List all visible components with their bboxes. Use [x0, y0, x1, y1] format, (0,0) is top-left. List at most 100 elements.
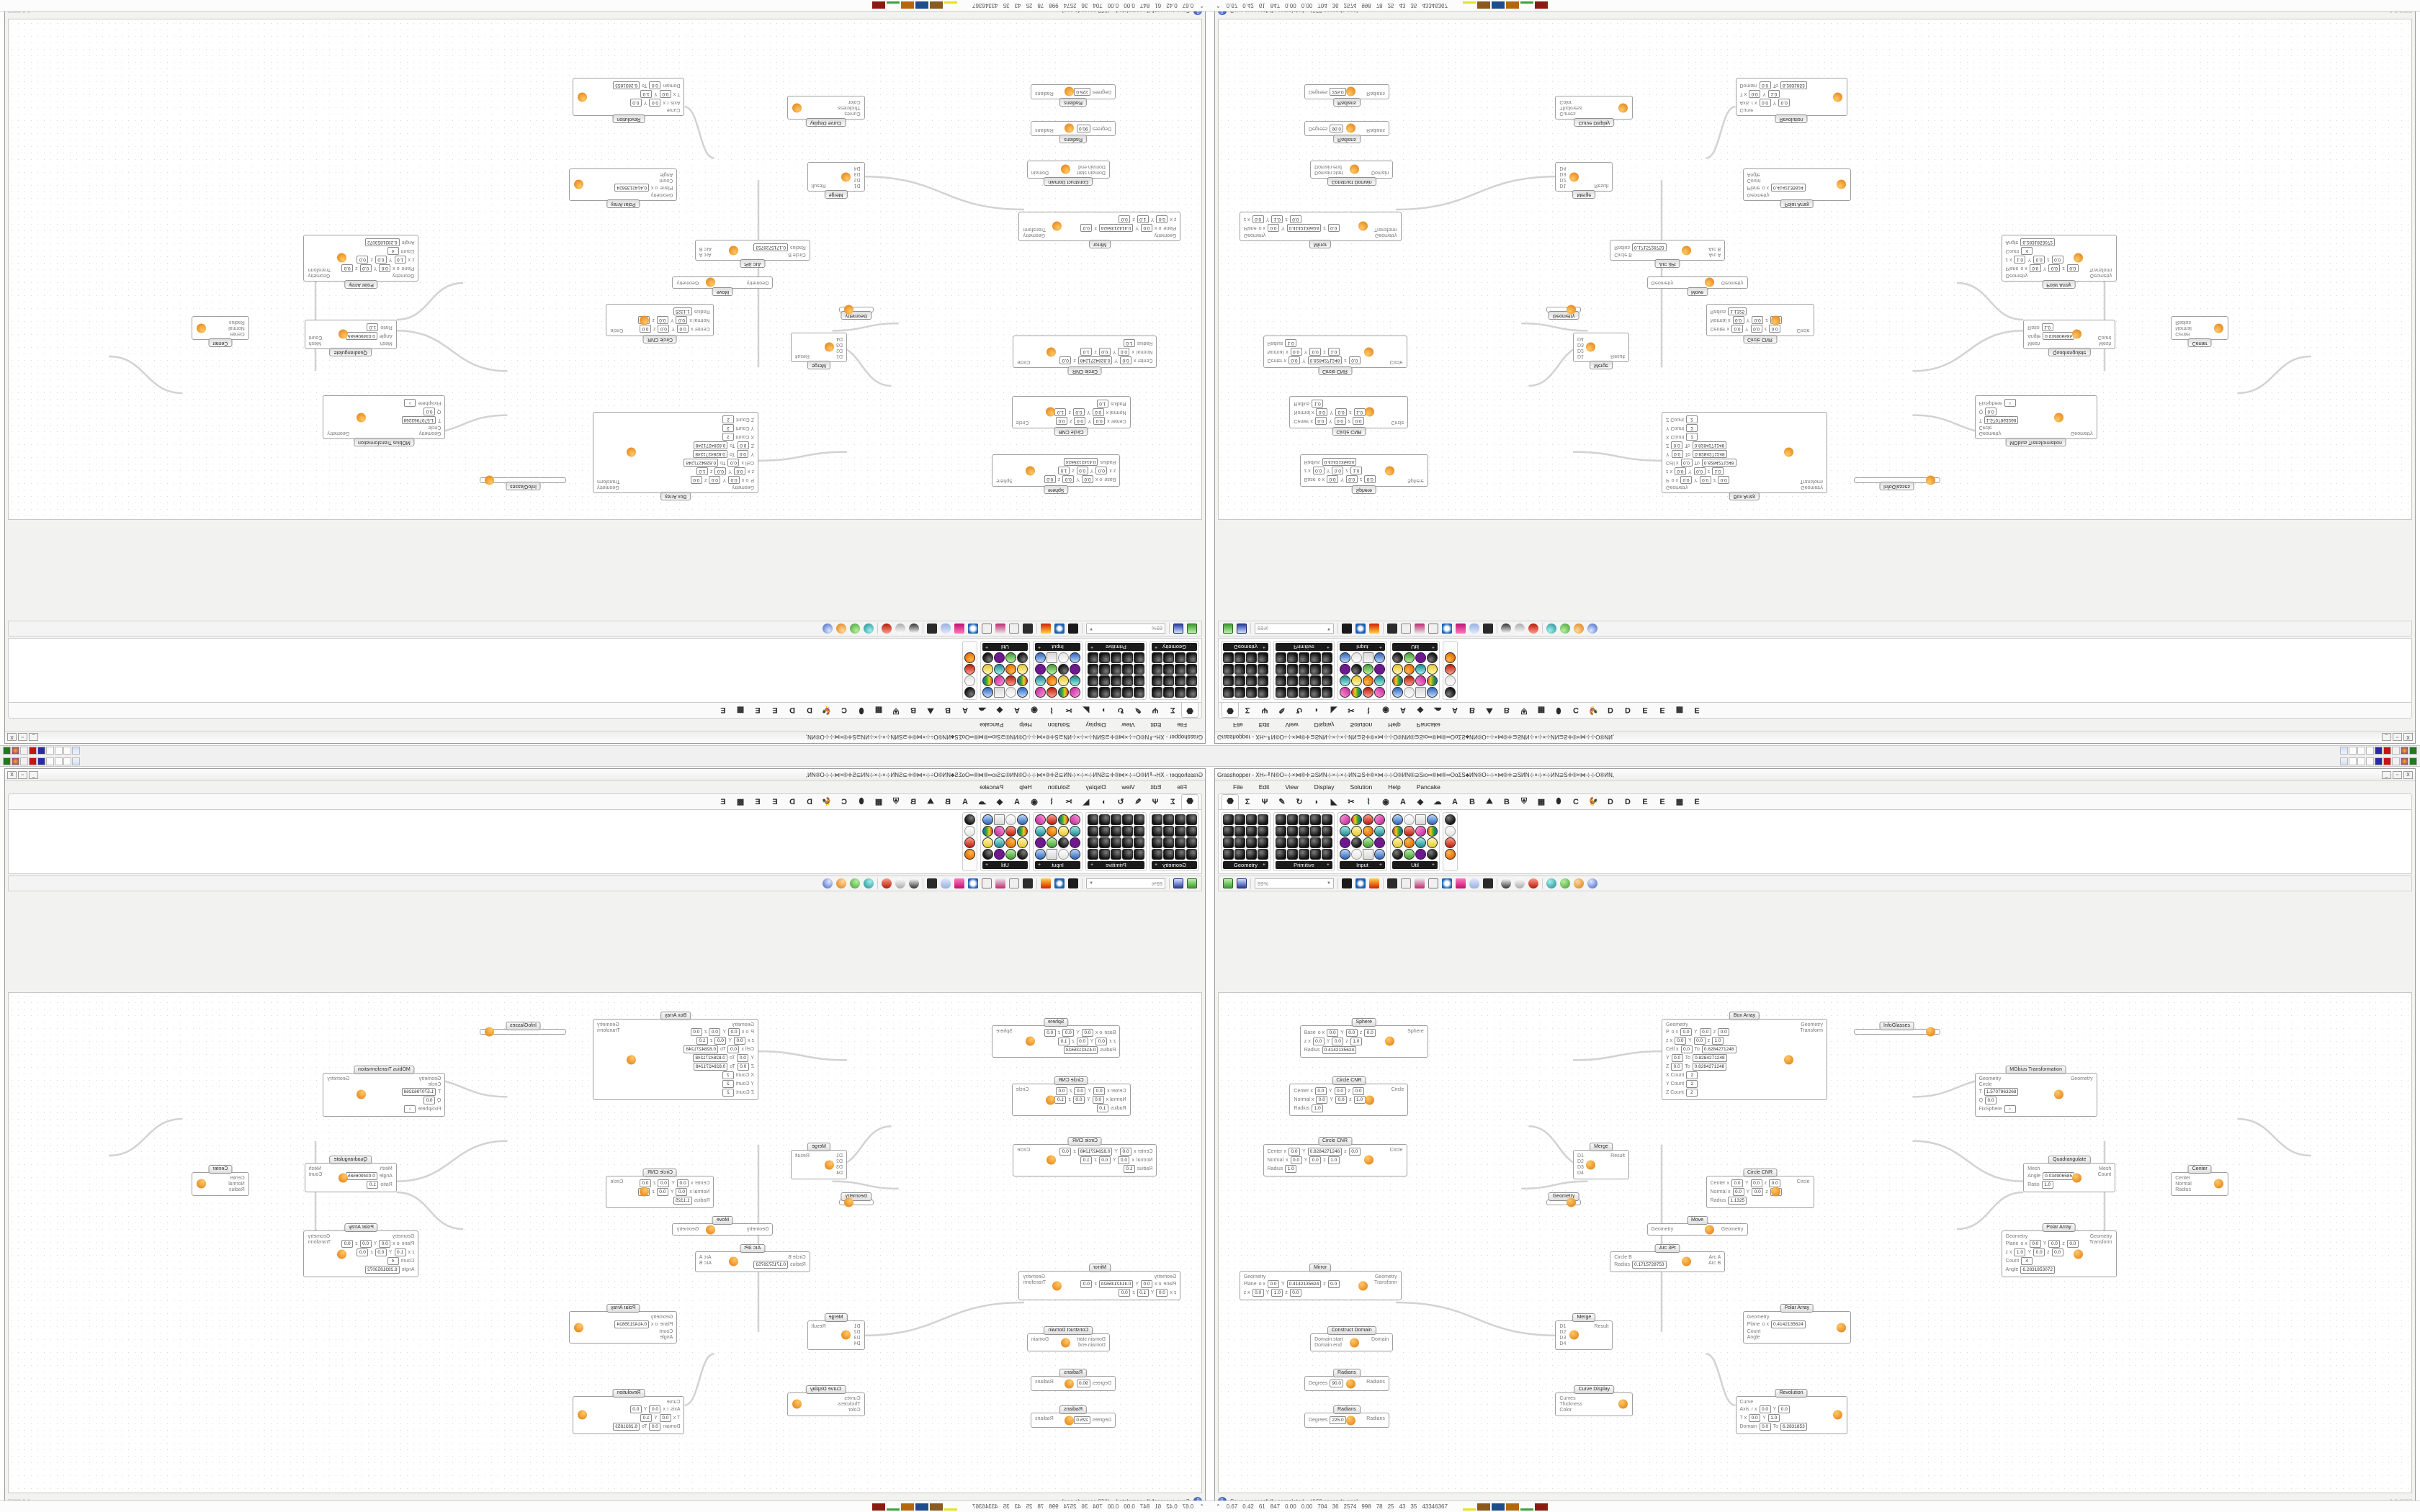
ribbon-tab-tab-cloud[interactable]: ☁ [1433, 798, 1442, 806]
ribbon-tab-tab-b1[interactable]: B [945, 797, 951, 806]
gh-node-param[interactable]: D1 [1559, 183, 1566, 188]
minimize-button[interactable]: _ [2382, 770, 2391, 779]
ribbon-tab-surface[interactable]: ◗ [1314, 797, 1319, 806]
gh-value-field[interactable]: 0.0 [1080, 223, 1093, 232]
gh-node[interactable]: Move Geometry Geometry [672, 1216, 774, 1236]
flame-icon[interactable] [1041, 624, 1051, 634]
gh-node-param[interactable]: Plane o x 0.0 Y 0.4142135624 z 0.0 [1080, 223, 1176, 232]
ribbon-tabs[interactable]: ⬣ Σ Ψ ✎ ↻ ◗ ◣ ✂ ⌇ ◉ A ◆ ☁ A B ⛰ B ⛨ ▦ ⬮ C 🐓 D D E E ▩ E [1219, 703, 2411, 718]
gh-value-field[interactable]: 6.2831853072 [365, 238, 400, 246]
component-button[interactable] [1058, 652, 1069, 663]
gh-node-param[interactable]: Domain end [1314, 164, 1343, 169]
gh-value-field[interactable]: 0.0 [1335, 408, 1348, 416]
gh-value-field[interactable]: 2 [1686, 432, 1698, 441]
ribbon-tab-tab-bird[interactable]: 🐓 [822, 798, 832, 806]
gh-node-param[interactable]: Q 0.0 [402, 408, 441, 416]
component-button[interactable] [1258, 664, 1268, 675]
gh-output-label[interactable]: Circle [1016, 1087, 1029, 1093]
gh-value-field[interactable]: 1.0 [1327, 1156, 1340, 1164]
gh-output-label[interactable]: Circle [610, 328, 624, 333]
close-button[interactable]: X [2403, 733, 2413, 742]
canvas-toolbar[interactable]: 89% ▼ [8, 621, 1202, 636]
ribbon-tabs[interactable]: ⬣ Σ Ψ ✎ ↻ ◗ ◣ ✂ ⌇ ◉ A ◆ ☁ A B ⛰ B ⛨ ▦ ⬮ C 🐓 D D E E ▩ E [1219, 794, 2411, 809]
component-button[interactable] [1351, 664, 1362, 675]
component-button[interactable] [1017, 849, 1028, 860]
gh-output-label[interactable]: Transform [2089, 266, 2112, 272]
component-button[interactable] [1363, 837, 1373, 848]
ribbon-tab-tab-c[interactable]: C [841, 706, 847, 715]
gh-node-param[interactable]: Plane o x 0.0 Y 0.0 z 0.0 [341, 264, 415, 272]
gh-value-field[interactable]: 0.0 [1680, 1045, 1693, 1054]
gh-output-label[interactable]: Transform [1023, 1280, 1046, 1286]
gh-output-label[interactable]: Radians [1035, 1380, 1054, 1385]
component-button[interactable] [1017, 664, 1028, 675]
component-button[interactable] [1299, 652, 1309, 663]
rhino-toolbar[interactable] [1210, 756, 2420, 767]
gh-value-field[interactable]: 1.0 [1080, 1156, 1093, 1164]
gh-value-field[interactable]: 0.0 [2029, 264, 2041, 272]
gh-output-label[interactable]: Arc A [699, 252, 712, 258]
gh-node-title[interactable]: Radians [1333, 1405, 1361, 1415]
gh-value-field[interactable]: 0.0 [690, 1028, 702, 1037]
gh-node-param[interactable]: Geometry [614, 192, 673, 197]
gh-node-param[interactable]: Color [838, 1408, 861, 1413]
gh-node-param[interactable]: Geometry [614, 1315, 673, 1320]
component-button[interactable] [1351, 849, 1362, 860]
gh-output-label[interactable]: Geometry [327, 431, 350, 436]
ribbon-tabs[interactable]: ⬣ Σ Ψ ✎ ↻ ◗ ◣ ✂ ⌇ ◉ A ◆ ☁ A B ⛰ B ⛨ ▦ ⬮ C 🐓 D D E E ▩ E [9, 703, 1201, 718]
ribbon-tab-mesh[interactable]: ◣ [1083, 798, 1090, 806]
gh-value-field[interactable]: 0.0 [737, 1063, 749, 1071]
ribbon-group-extra[interactable] [962, 812, 977, 871]
color-swatch[interactable] [887, 1508, 900, 1511]
preview-icon[interactable] [1355, 624, 1366, 634]
gh-node-param[interactable]: T x 0.0 Y 1.0 [1740, 1413, 1807, 1422]
gh-node-param[interactable]: Curves [838, 111, 860, 116]
gh-node-title[interactable]: Merge [807, 361, 830, 369]
gh-output-label[interactable]: Count [308, 1172, 323, 1178]
ribbon-tab-tab-pattern[interactable]: ▩ [1675, 798, 1684, 806]
gh-value-field[interactable]: 0.0 [1072, 1096, 1085, 1104]
gh-node-param[interactable]: Radius 1.1325 [638, 307, 710, 316]
gh-node-title[interactable]: InfoGlasses [1879, 482, 1914, 491]
gh-output-label[interactable]: Result [1610, 354, 1625, 359]
gh-node-param[interactable]: Radius 1.0 [1294, 1104, 1365, 1113]
component-button[interactable] [1134, 837, 1144, 848]
ribbon-tab-tab-c[interactable]: C [841, 797, 847, 806]
gh-node-param[interactable]: Normal x 0.0 Y 0.0 z 1.0 [1268, 1156, 1361, 1164]
gh-node-param[interactable]: Z 0.0 To 0.8284271248 [684, 441, 754, 449]
component-button[interactable] [1035, 837, 1046, 848]
gh-value-field[interactable]: 0.0 [649, 81, 661, 90]
color-swatch[interactable] [872, 1, 886, 9]
gh-value-field[interactable]: 0.0 [1312, 1037, 1325, 1045]
gh-node-param[interactable]: Curve [1740, 107, 1807, 112]
sphere-orange-icon[interactable] [1574, 624, 1584, 634]
gh-output-label[interactable]: Transform [308, 1240, 331, 1246]
gh-node-param[interactable]: Z Count 2 [1666, 415, 1736, 423]
gh-output-label[interactable]: Geometry [1801, 484, 1823, 490]
color-swatch-strip[interactable] [1462, 1, 1548, 9]
ribbon-group-util[interactable]: Util [980, 812, 1030, 871]
gh-node-param[interactable]: X Count 2 [684, 1071, 754, 1080]
component-button[interactable] [1163, 675, 1174, 686]
component-button[interactable] [1070, 664, 1080, 675]
gh-value-field[interactable]: ○ [404, 399, 416, 408]
ribbon-group-primitive[interactable]: Primitive [1273, 641, 1335, 700]
ribbon-group-geometry[interactable]: Geometry [1150, 812, 1199, 871]
ribbon-group-label[interactable]: Primitive [1276, 861, 1332, 869]
gh-output-label[interactable]: Sphere [996, 1028, 1013, 1034]
gh-node-param[interactable]: D1 [854, 1324, 861, 1329]
ribbon-tab-tab-cloud[interactable]: ☁ [978, 706, 987, 714]
component-button[interactable] [964, 652, 975, 663]
gh-value-field[interactable]: 0.0 [1289, 1289, 1301, 1297]
gh-node-param[interactable]: Color [838, 99, 861, 104]
ribbon-group-label[interactable]: Primitive [1088, 861, 1144, 869]
bake-icon[interactable] [941, 878, 951, 888]
ribbon-tab-maths[interactable]: Σ [1245, 706, 1250, 715]
component-button[interactable] [1415, 814, 1426, 825]
gh-node-param[interactable]: Radius 0.4142135624 [1044, 1045, 1116, 1054]
gh-value-field[interactable]: 0.4142135624 [1771, 1320, 1806, 1329]
component-button[interactable] [1310, 652, 1321, 663]
color-swatch[interactable] [915, 1503, 929, 1511]
gh-value-field[interactable]: 0.0 [734, 1037, 746, 1045]
